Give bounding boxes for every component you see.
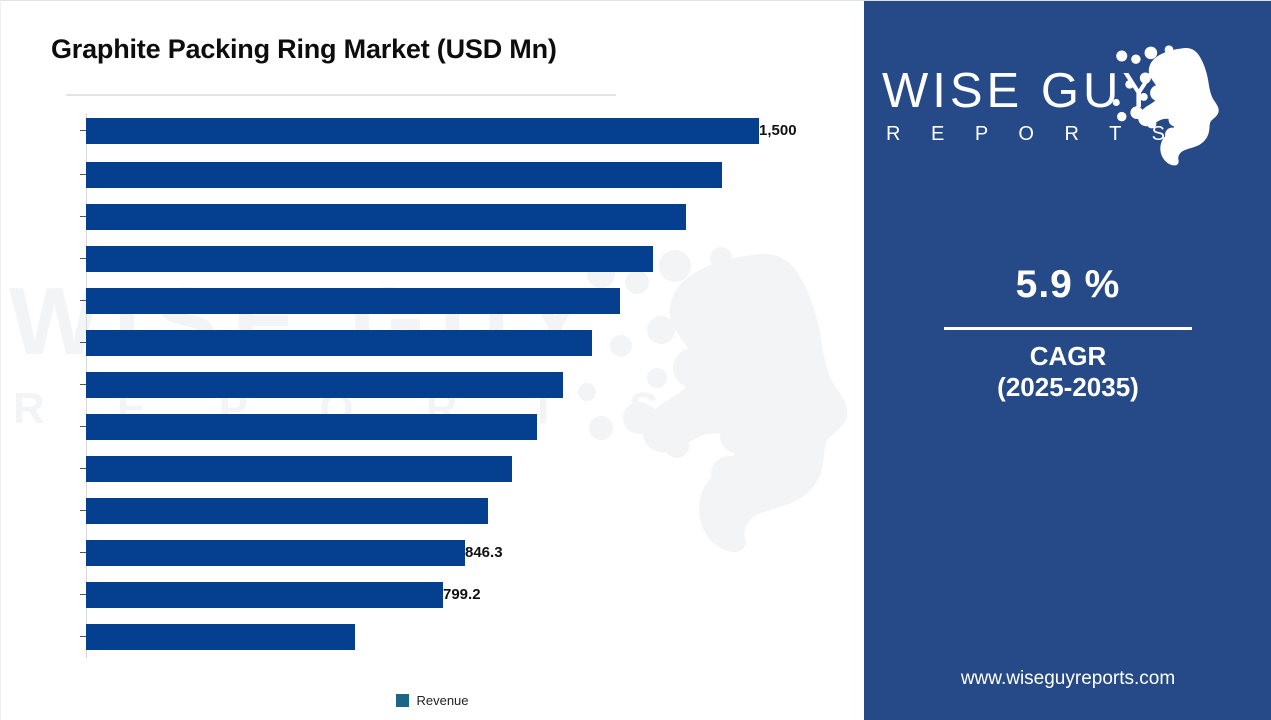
bar-2029[interactable] xyxy=(86,372,563,398)
y-tick-mark xyxy=(80,636,86,637)
y-tick-mark xyxy=(80,384,86,385)
legend-swatch-revenue xyxy=(396,694,410,707)
y-tick-mark xyxy=(80,258,86,259)
brand-logo: WISE GUY R E P O R T S xyxy=(864,41,1271,166)
y-tick-mark xyxy=(80,594,86,595)
legend-label-revenue: Revenue xyxy=(416,693,469,708)
chart-panel: Graphite Packing Ring Market (USD Mn) WI… xyxy=(1,1,864,720)
bar-value-label-2035: 1,500 xyxy=(759,122,797,139)
plot-area: 2035 1,500 2034 2033 2032 xyxy=(1,1,864,691)
y-tick-mark xyxy=(80,174,86,175)
brand-logo-primary-text: WISE GUY xyxy=(882,64,1160,118)
cagr-period: (2025-2035) xyxy=(997,372,1139,402)
bar-2030[interactable] xyxy=(86,330,592,356)
bar-2028[interactable] xyxy=(86,414,537,440)
bar-2027[interactable] xyxy=(86,456,512,482)
dotted-head-profile-icon xyxy=(1112,45,1219,166)
page-title: Graphite Packing Ring Market (USD Mn) xyxy=(51,34,557,64)
y-tick-mark xyxy=(80,426,86,427)
bar-2019[interactable] xyxy=(86,624,355,650)
cagr-divider xyxy=(944,327,1192,330)
y-tick-mark xyxy=(80,468,86,469)
brand-logo-secondary-text: R E P O R T S xyxy=(886,123,1178,145)
bar-2035[interactable] xyxy=(86,118,759,144)
y-tick-mark xyxy=(80,342,86,343)
y-tick-mark xyxy=(80,510,86,511)
bar-2031[interactable] xyxy=(86,288,620,314)
chart-legend: Revenue xyxy=(1,693,864,708)
bar-2034[interactable] xyxy=(86,162,722,188)
y-tick-mark xyxy=(80,130,86,131)
bar-2032[interactable] xyxy=(86,246,653,272)
bar-value-label-2025: 846.3 xyxy=(465,544,503,561)
y-tick-mark xyxy=(80,216,86,217)
y-tick-mark xyxy=(80,300,86,301)
title-divider xyxy=(66,94,616,96)
bar-2024[interactable] xyxy=(86,582,443,608)
brand-panel: WISE GUY R E P O R T S xyxy=(864,1,1271,720)
bar-2025[interactable] xyxy=(86,540,465,566)
website-url[interactable]: www.wiseguyreports.com xyxy=(960,668,1176,689)
y-tick-mark xyxy=(80,552,86,553)
cagr-value: 5.9 % xyxy=(1015,263,1121,306)
cagr-caption: CAGR xyxy=(1029,341,1107,371)
bar-2033[interactable] xyxy=(86,204,686,230)
bar-2026[interactable] xyxy=(86,498,488,524)
bar-value-label-2024: 799.2 xyxy=(443,586,481,603)
